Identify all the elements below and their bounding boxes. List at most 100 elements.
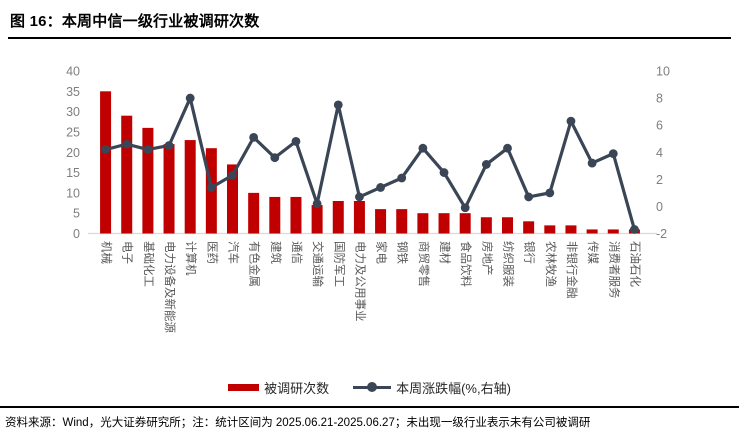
legend-line-label: 本周涨跌幅(%,右轴) <box>396 380 511 396</box>
left-axis-tick: 35 <box>66 85 80 99</box>
category-label: 房地产 <box>480 241 494 276</box>
left-axis-tick: 10 <box>66 186 80 200</box>
source-note: 资料来源：Wind，光大证券研究所；注：统计区间为 2025.06.21-202… <box>5 417 591 429</box>
bar <box>523 221 535 234</box>
line-point <box>503 143 512 153</box>
right-axis-tick: 2 <box>656 173 663 187</box>
category-label: 交通运输 <box>311 241 325 287</box>
category-label: 国防军工 <box>332 241 346 287</box>
category-label: 非银行金融 <box>565 241 579 299</box>
title-divider <box>8 37 731 39</box>
bar <box>502 217 513 234</box>
line-point <box>228 170 237 180</box>
left-axis-tick: 0 <box>73 227 80 241</box>
category-label: 电子 <box>121 241 134 264</box>
line-point <box>270 153 280 163</box>
right-axis-tick: 6 <box>656 119 663 133</box>
category-label: 电力及公用事业 <box>353 241 366 322</box>
line-point <box>608 149 618 159</box>
right-axis-tick: 8 <box>656 92 663 106</box>
bar <box>480 217 492 234</box>
bar <box>438 213 450 234</box>
left-axis-tick: 25 <box>66 125 80 139</box>
bar <box>163 144 175 234</box>
line-point <box>524 192 534 202</box>
left-axis-tick: 15 <box>66 166 80 180</box>
bar <box>227 164 238 234</box>
line-point <box>101 145 110 154</box>
bar <box>375 209 387 234</box>
bar <box>607 229 619 234</box>
left-axis-tick: 20 <box>66 146 80 160</box>
line-point <box>249 132 259 142</box>
line-swatch-dot <box>367 382 378 392</box>
right-axis-tick: -2 <box>656 227 667 241</box>
category-label: 基础化工 <box>142 241 156 287</box>
line-point <box>545 188 555 198</box>
line-point <box>355 192 364 202</box>
bar <box>100 91 112 234</box>
line-point <box>397 173 407 183</box>
bar <box>121 115 133 234</box>
line-point <box>460 203 470 213</box>
category-label: 电力设备及新能源 <box>163 241 177 333</box>
bar <box>417 213 429 234</box>
category-label: 医药 <box>205 241 218 264</box>
legend-bar-label: 被调研次数 <box>264 380 330 396</box>
line-point <box>630 225 639 234</box>
category-label: 农林牧渔 <box>544 241 558 287</box>
category-label: 传媒 <box>586 241 600 264</box>
category-label: 计算机 <box>184 241 198 276</box>
chart-legend: 被调研次数 本周涨跌幅(%,右轴) <box>0 376 739 398</box>
line-point <box>206 183 216 192</box>
bar <box>184 140 196 234</box>
category-label: 家电 <box>375 241 389 264</box>
right-axis-tick: 10 <box>656 65 670 79</box>
category-label: 纺织服装 <box>502 241 516 287</box>
bar <box>565 225 577 234</box>
line-point <box>164 141 174 150</box>
left-axis-tick: 40 <box>66 65 80 79</box>
line-point <box>376 183 385 192</box>
line-point <box>333 100 343 110</box>
category-label: 建筑 <box>269 241 283 264</box>
line-point <box>587 158 597 168</box>
line-point <box>481 160 491 169</box>
line-point <box>439 168 449 177</box>
bar <box>248 192 260 234</box>
category-label: 消费者服务 <box>607 241 621 299</box>
line-point <box>143 145 153 154</box>
category-label: 钢铁 <box>396 241 409 264</box>
chart-title: 图 16：本周中信一级行业被调研次数 <box>10 13 260 30</box>
line-series-swatch-icon <box>353 381 392 393</box>
bar <box>332 201 344 234</box>
bar <box>544 225 556 234</box>
bar-series-swatch-icon <box>228 383 260 391</box>
bar <box>396 209 408 234</box>
bar <box>311 205 323 234</box>
category-label: 商贸零售 <box>417 241 431 287</box>
left-axis-tick: 30 <box>66 105 80 119</box>
category-label: 汽车 <box>227 241 241 264</box>
category-label: 通信 <box>290 241 303 264</box>
category-label: 银行 <box>523 241 537 264</box>
legend-item-bar-series: 被调研次数 <box>228 378 329 397</box>
category-label: 石油石化 <box>628 241 642 287</box>
bar <box>353 201 365 234</box>
line-point <box>291 137 301 146</box>
category-label: 建材 <box>438 241 452 264</box>
bar <box>459 213 471 234</box>
line-point <box>122 139 132 149</box>
bar <box>290 196 302 234</box>
line-point <box>185 93 195 103</box>
line-point <box>312 199 322 209</box>
category-label: 食品饮料 <box>459 241 473 287</box>
bar <box>586 229 598 234</box>
line-point <box>566 116 576 126</box>
bar <box>269 196 281 234</box>
category-label: 有色金属 <box>248 241 262 287</box>
footer-divider <box>0 406 739 408</box>
category-label: 机械 <box>100 241 114 264</box>
